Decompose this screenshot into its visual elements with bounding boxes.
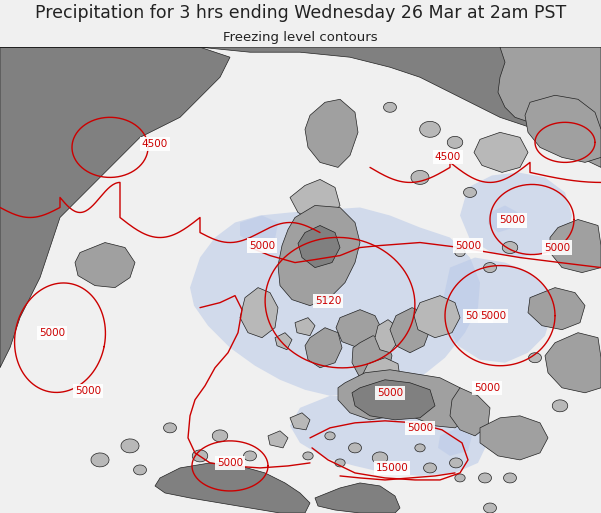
Polygon shape xyxy=(450,388,490,436)
Text: 5000: 5000 xyxy=(544,243,570,252)
Text: 4500: 4500 xyxy=(435,152,461,163)
Polygon shape xyxy=(295,318,315,336)
Polygon shape xyxy=(443,258,552,363)
Polygon shape xyxy=(0,47,601,137)
Polygon shape xyxy=(338,370,475,428)
Polygon shape xyxy=(450,458,463,468)
Polygon shape xyxy=(552,400,568,412)
Polygon shape xyxy=(163,423,177,433)
Polygon shape xyxy=(383,102,397,112)
Polygon shape xyxy=(335,459,345,467)
Text: 5000: 5000 xyxy=(480,311,506,321)
Text: Precipitation for 3 hrs ending Wednesday 26 Mar at 2am PST: Precipitation for 3 hrs ending Wednesday… xyxy=(35,4,566,22)
Polygon shape xyxy=(240,288,278,338)
Polygon shape xyxy=(75,243,135,288)
Polygon shape xyxy=(268,431,288,448)
Polygon shape xyxy=(375,320,398,353)
Polygon shape xyxy=(498,47,601,167)
Text: 5000: 5000 xyxy=(39,328,65,338)
Polygon shape xyxy=(504,473,516,483)
Polygon shape xyxy=(460,172,572,258)
Polygon shape xyxy=(349,443,361,453)
Polygon shape xyxy=(455,474,465,482)
Polygon shape xyxy=(243,451,257,461)
Text: 5000: 5000 xyxy=(465,311,491,321)
Polygon shape xyxy=(550,220,601,272)
Polygon shape xyxy=(0,47,230,368)
Polygon shape xyxy=(484,503,496,513)
Polygon shape xyxy=(455,249,465,256)
Polygon shape xyxy=(362,358,400,388)
Polygon shape xyxy=(488,206,518,232)
Text: 15000: 15000 xyxy=(376,463,408,473)
Polygon shape xyxy=(212,430,228,442)
Text: Freezing level contours: Freezing level contours xyxy=(223,31,378,44)
Text: 5000: 5000 xyxy=(499,215,525,226)
Polygon shape xyxy=(390,308,430,353)
Polygon shape xyxy=(480,416,548,460)
Text: 5000: 5000 xyxy=(474,383,500,393)
Polygon shape xyxy=(529,353,542,363)
Polygon shape xyxy=(305,100,358,167)
Text: 5000: 5000 xyxy=(407,423,433,433)
Text: 5000: 5000 xyxy=(455,241,481,250)
Polygon shape xyxy=(190,207,480,396)
Text: 5000: 5000 xyxy=(377,388,403,398)
Polygon shape xyxy=(275,333,292,350)
Polygon shape xyxy=(478,473,492,483)
Polygon shape xyxy=(192,450,208,462)
Polygon shape xyxy=(352,336,392,383)
Polygon shape xyxy=(528,288,585,330)
Polygon shape xyxy=(325,432,335,440)
Text: 5000: 5000 xyxy=(75,386,101,396)
Polygon shape xyxy=(315,483,400,513)
Polygon shape xyxy=(372,452,388,464)
Polygon shape xyxy=(133,465,147,475)
Polygon shape xyxy=(240,215,278,246)
Polygon shape xyxy=(298,226,340,268)
Polygon shape xyxy=(545,333,601,393)
Text: 5000: 5000 xyxy=(249,241,275,250)
Polygon shape xyxy=(414,295,460,338)
Polygon shape xyxy=(463,187,477,198)
Polygon shape xyxy=(474,132,528,172)
Text: 4500: 4500 xyxy=(142,140,168,149)
Polygon shape xyxy=(155,463,310,513)
Polygon shape xyxy=(419,122,441,137)
Polygon shape xyxy=(352,380,435,420)
Polygon shape xyxy=(278,206,360,306)
Polygon shape xyxy=(415,444,425,452)
Polygon shape xyxy=(502,242,518,253)
Polygon shape xyxy=(438,428,472,456)
Polygon shape xyxy=(336,310,382,348)
Polygon shape xyxy=(91,453,109,467)
Polygon shape xyxy=(424,463,436,473)
Polygon shape xyxy=(303,452,313,460)
Polygon shape xyxy=(290,180,340,223)
Polygon shape xyxy=(305,328,342,368)
Polygon shape xyxy=(290,413,310,430)
Polygon shape xyxy=(484,263,496,272)
Polygon shape xyxy=(411,170,429,184)
Polygon shape xyxy=(121,439,139,453)
Text: 5000: 5000 xyxy=(217,458,243,468)
Polygon shape xyxy=(525,95,601,163)
Text: 5120: 5120 xyxy=(315,295,341,306)
Polygon shape xyxy=(290,396,490,476)
Polygon shape xyxy=(447,136,463,148)
